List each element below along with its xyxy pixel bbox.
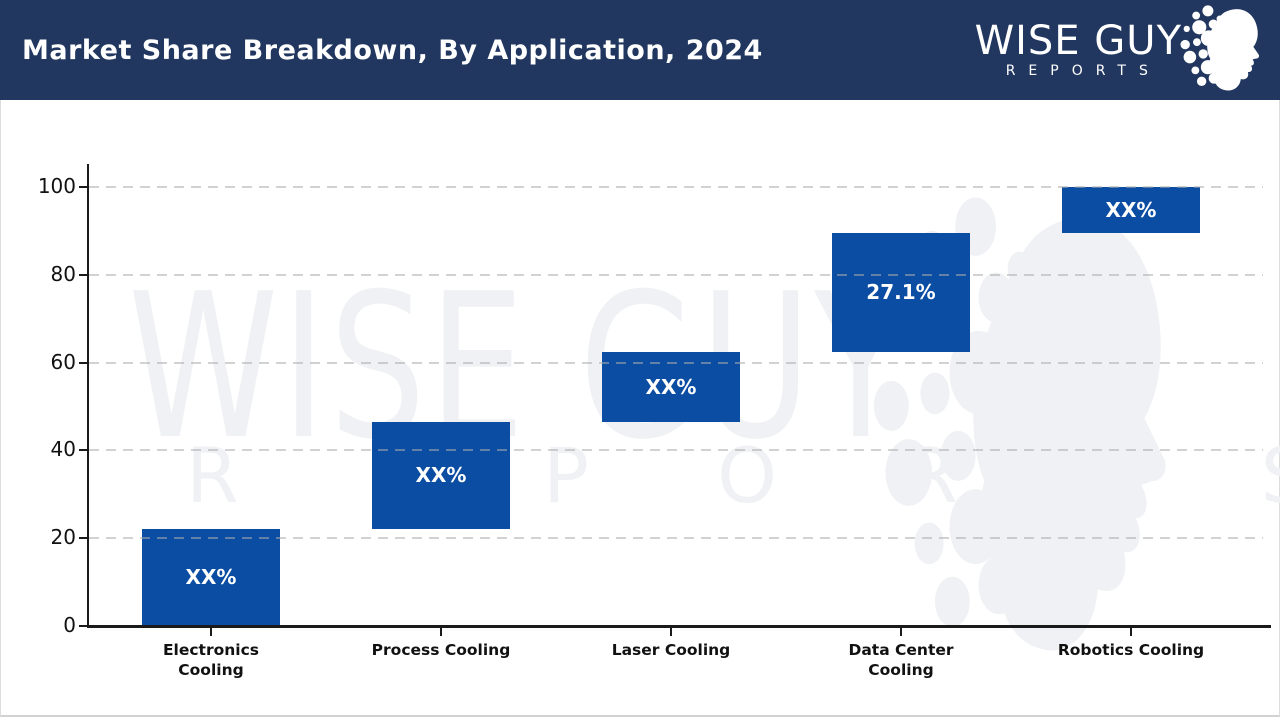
x-axis-line xyxy=(87,625,1271,628)
logo-wiseguy-text: WISE GUY xyxy=(974,18,1182,64)
bar-electronics-cooling: XX% xyxy=(142,528,280,626)
y-axis-label-40: 40 xyxy=(50,437,76,462)
y-axis-label-80: 80 xyxy=(50,261,76,286)
logo-text: WISE GUY REPORTS xyxy=(975,21,1182,79)
x-axis-label-0: Electronics Cooling xyxy=(162,641,260,679)
page-title: Market Share Breakdown, By Application, … xyxy=(22,34,763,66)
watermark-wiseguy-text: WISE GUY xyxy=(128,251,911,484)
x-axis-label-3: Data Center Cooling xyxy=(848,641,954,679)
y-axis-tick-0 xyxy=(79,625,87,627)
x-axis-tick-3 xyxy=(900,628,902,636)
bar-value-label: XX% xyxy=(415,463,467,488)
y-axis-label-60: 60 xyxy=(50,349,76,374)
bar-process-cooling: XX% xyxy=(372,421,510,529)
bar-value-label: 27.1% xyxy=(866,280,936,305)
gridline-100 xyxy=(89,186,1263,188)
bar-value-label: XX% xyxy=(185,565,237,590)
bar-value-label: XX% xyxy=(1105,197,1157,222)
y-axis-tick-80 xyxy=(79,273,87,276)
x-axis-tick-2 xyxy=(670,628,672,636)
bar-data-center-cooling: 27.1% xyxy=(832,232,970,352)
x-axis-label-2: Laser Cooling xyxy=(611,641,731,659)
x-axis-label-4: Robotics Cooling xyxy=(1057,641,1205,659)
bar-robotics-cooling: XX% xyxy=(1062,187,1200,233)
y-axis-tick-60 xyxy=(79,361,87,364)
gridline-80 xyxy=(89,273,1263,276)
header-bar: Market Share Breakdown, By Application, … xyxy=(0,0,1280,100)
y-axis-label-100: 100 xyxy=(37,174,76,198)
y-axis-tick-100 xyxy=(79,186,87,188)
x-axis-tick-0 xyxy=(210,628,212,636)
logo-reports-text: REPORTS xyxy=(1005,63,1161,79)
y-axis-label-20: 20 xyxy=(50,525,76,550)
y-axis-label-0: 0 xyxy=(63,613,76,637)
wise-guy-logo: WISE GUY REPORTS xyxy=(975,3,1270,97)
logo-head-icon xyxy=(1180,5,1260,91)
y-axis-tick-20 xyxy=(79,537,87,540)
y-axis-line xyxy=(87,164,89,628)
watermark-head-icon xyxy=(873,197,1166,651)
bar-value-label: XX% xyxy=(645,374,697,399)
x-axis-tick-4 xyxy=(1130,628,1132,636)
gridline-60 xyxy=(89,361,1263,364)
y-axis-tick-40 xyxy=(79,449,87,452)
x-axis-tick-1 xyxy=(440,628,442,636)
x-axis-label-1: Process Cooling xyxy=(371,641,511,659)
gridline-20 xyxy=(89,537,1263,540)
gridline-40 xyxy=(89,449,1263,452)
